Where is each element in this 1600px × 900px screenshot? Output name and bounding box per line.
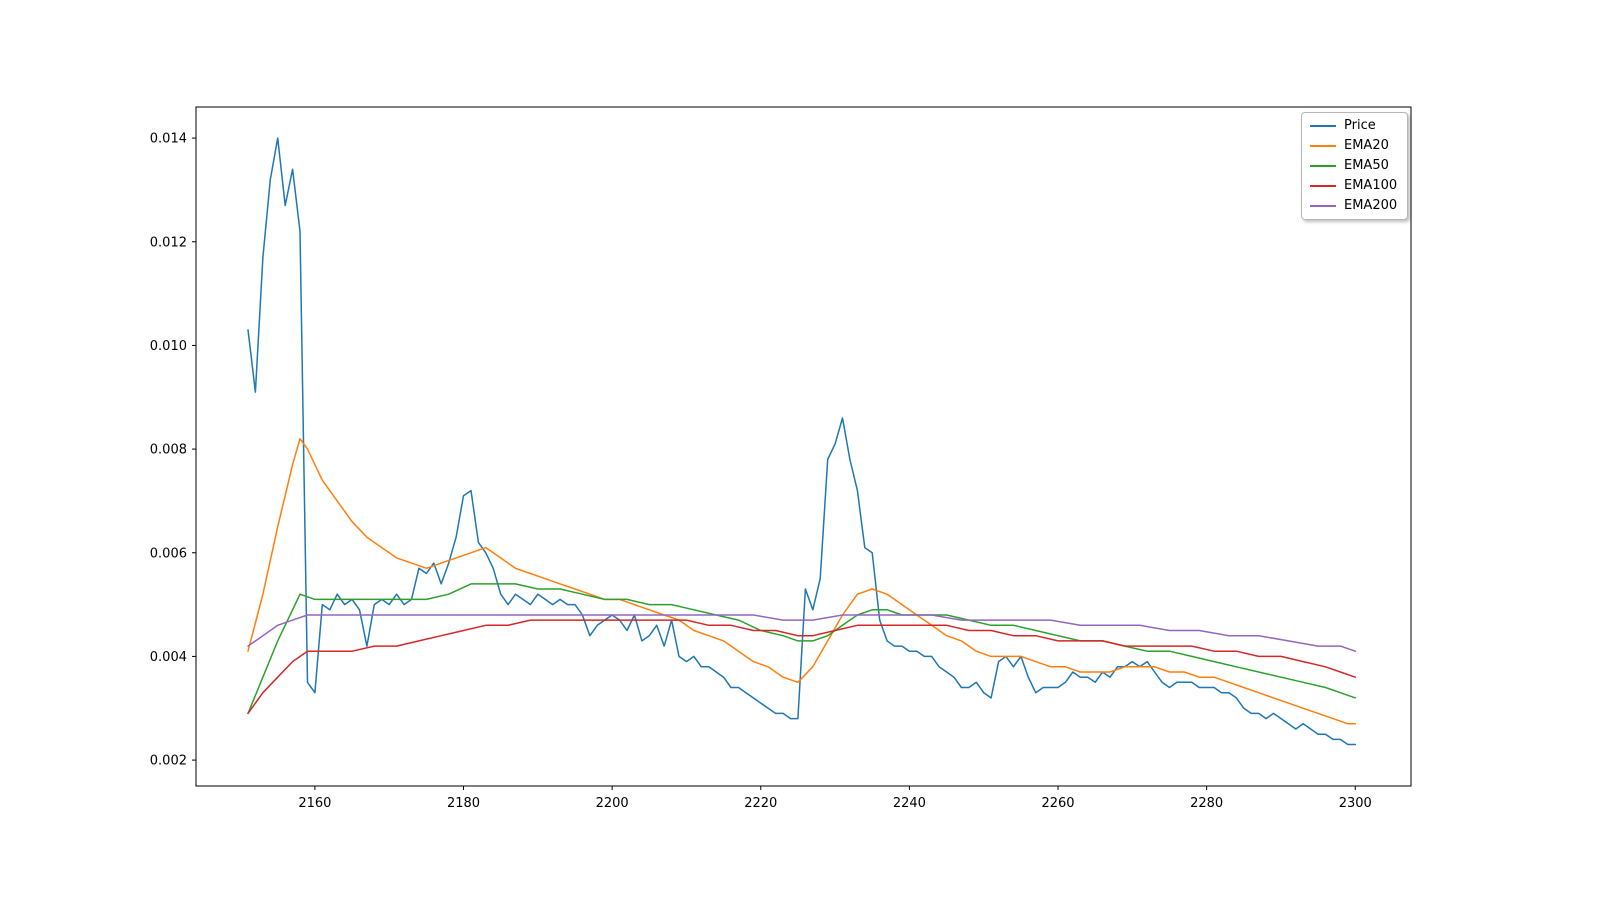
legend-label: Price bbox=[1344, 118, 1376, 133]
y-tick-label: 0.002 bbox=[150, 754, 187, 769]
legend-line-sample bbox=[1310, 165, 1336, 167]
series-line-ema100 bbox=[247, 619, 1357, 715]
legend-label: EMA20 bbox=[1344, 138, 1389, 153]
series-line-ema200 bbox=[247, 614, 1357, 652]
x-tick-label: 2160 bbox=[298, 796, 331, 811]
legend-label: EMA200 bbox=[1344, 198, 1398, 213]
x-tick-label: 2280 bbox=[1190, 796, 1223, 811]
legend-line-sample bbox=[1310, 205, 1336, 207]
x-tick-label: 2180 bbox=[447, 796, 480, 811]
legend-line-sample bbox=[1310, 185, 1336, 187]
legend-item-ema200: EMA200 bbox=[1310, 198, 1397, 214]
y-tick-label: 0.010 bbox=[150, 339, 187, 354]
x-tick-label: 2260 bbox=[1041, 796, 1074, 811]
legend-line-sample bbox=[1310, 145, 1336, 147]
legend-line-sample bbox=[1310, 125, 1336, 127]
legend-item-ema100: EMA100 bbox=[1310, 178, 1397, 194]
legend-item-ema20: EMA20 bbox=[1310, 138, 1397, 154]
x-tick-label: 2220 bbox=[744, 796, 777, 811]
legend-item-ema50: EMA50 bbox=[1310, 158, 1397, 174]
y-tick-label: 0.006 bbox=[150, 546, 187, 561]
y-tick-label: 0.014 bbox=[150, 132, 187, 147]
series-line-ema50 bbox=[247, 583, 1357, 715]
x-tick-label: 2240 bbox=[893, 796, 926, 811]
y-tick-label: 0.012 bbox=[150, 235, 187, 250]
y-tick-label: 0.004 bbox=[150, 650, 187, 665]
y-tick-label: 0.008 bbox=[150, 443, 187, 458]
chart-legend: Price EMA20 EMA50 EMA100 EMA200 bbox=[1301, 112, 1409, 220]
legend-label: EMA100 bbox=[1344, 178, 1398, 193]
series-line-price bbox=[247, 137, 1357, 746]
plot-border bbox=[195, 106, 1412, 787]
x-tick-label: 2300 bbox=[1339, 796, 1372, 811]
x-tick-label: 2200 bbox=[596, 796, 629, 811]
legend-item-price: Price bbox=[1310, 118, 1397, 134]
series-line-ema20 bbox=[247, 437, 1357, 725]
legend-label: EMA50 bbox=[1344, 158, 1389, 173]
